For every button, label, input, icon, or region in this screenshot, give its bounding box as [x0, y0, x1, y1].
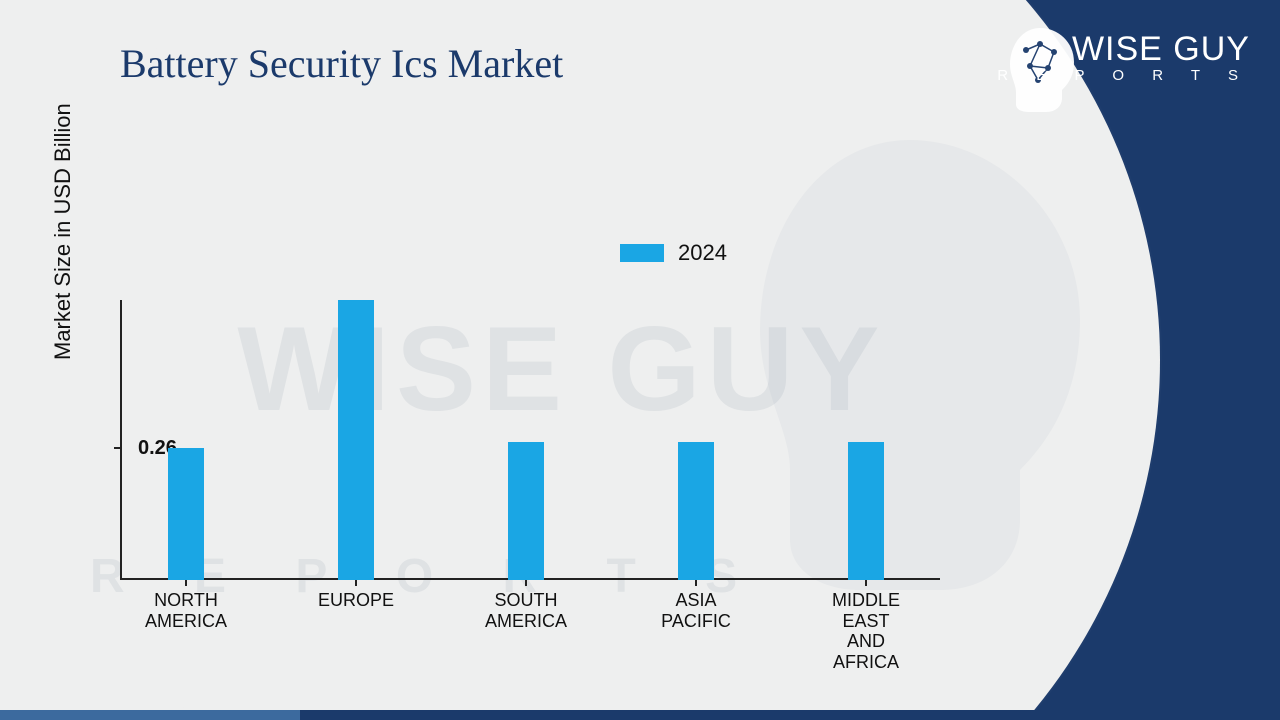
x-tick-mark [695, 580, 697, 586]
bar [338, 300, 374, 580]
legend-swatch [620, 244, 664, 262]
plot-area: 0.26NORTH AMERICAEUROPESOUTH AMERICAASIA… [120, 300, 940, 580]
x-tick-mark [355, 580, 357, 586]
legend-label: 2024 [678, 240, 727, 266]
x-category-label: ASIA PACIFIC [626, 590, 766, 631]
x-category-label: EUROPE [286, 590, 426, 611]
legend: 2024 [620, 240, 727, 266]
bar [848, 442, 884, 580]
bar [678, 442, 714, 580]
x-tick-mark [185, 580, 187, 586]
bottom-bar-accent [0, 710, 300, 720]
x-tick-mark [525, 580, 527, 586]
brand-logo: WISE GUY R E P O R T S [997, 30, 1250, 84]
chart-title: Battery Security Ics Market [120, 40, 563, 87]
chart-canvas: WISE GUY R E P O R T S Battery Security … [0, 0, 1280, 720]
x-category-label: NORTH AMERICA [116, 590, 256, 631]
brand-line1: WISE GUY [997, 30, 1250, 69]
x-tick-mark [865, 580, 867, 586]
y-axis-label: Market Size in USD Billion [50, 103, 76, 360]
x-category-label: SOUTH AMERICA [456, 590, 596, 631]
x-category-label: MIDDLE EAST AND AFRICA [796, 590, 936, 673]
y-axis-label-text: Market Size in USD Billion [50, 103, 75, 360]
bar [168, 448, 204, 580]
bar [508, 442, 544, 580]
brand-line2: R E P O R T S [997, 67, 1250, 84]
y-tick-mark [114, 447, 120, 449]
y-axis-line [120, 300, 122, 580]
